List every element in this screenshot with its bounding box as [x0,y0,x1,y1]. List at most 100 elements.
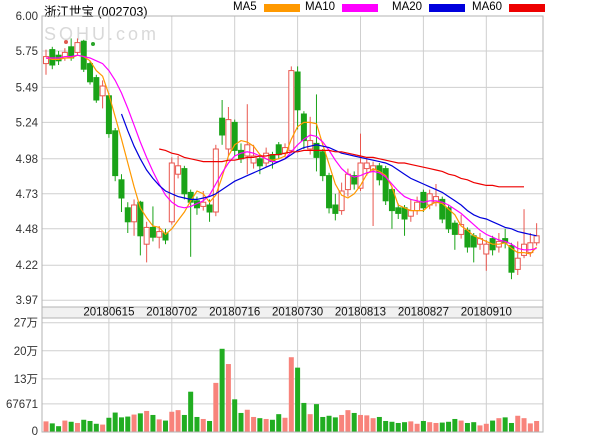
x-axis-label: 20180827 [398,307,449,319]
volume-bar [282,417,288,432]
volume-bar [370,418,376,432]
volume-axis-label: 67671 [6,399,38,411]
candles [43,38,540,280]
volume-bar [112,412,118,432]
candle-down [445,207,452,230]
candle-up [407,210,414,217]
volume-bar [169,411,175,432]
volume-bar [477,425,483,432]
candle-up [414,201,421,212]
volume-bar [62,420,68,432]
x-axis-label: 20180615 [83,307,134,319]
ma5-line [45,54,538,255]
volume-bar [427,422,433,432]
legend-label-ma60: MA60 [472,1,503,13]
volume-bar [276,414,282,432]
volume-bar [364,415,370,432]
volume-bar [263,418,269,432]
volume-bar [74,422,80,432]
y-axis-label: 4.98 [16,154,38,166]
legend-item-ma20: MA20 [392,1,466,15]
candle-down [149,226,156,238]
sohu-watermark: SOHU.com [44,24,160,46]
volume-bar [144,410,150,432]
volume-bar [389,421,395,432]
volume-bar [534,420,540,432]
candle-up [363,162,370,170]
volume-bar [269,419,275,432]
price-panel-border [41,15,544,308]
volume-bar [521,418,527,432]
volume-bar [326,415,332,432]
legend-label-ma10: MA10 [305,1,336,13]
candle-up [250,155,257,164]
legend-swatch-ma10 [342,4,379,12]
candle-down [206,204,213,213]
candle-down [382,168,389,202]
candle-down [162,232,169,241]
ma20-line [120,113,537,237]
candle-down [219,117,226,136]
volume-bar [194,416,200,432]
sohu-watermark-text: SOHU.com [44,24,160,44]
volume-bar [200,418,206,432]
legend-swatch-ma60 [509,4,546,12]
candle-up [43,56,49,65]
candle-up [74,42,81,53]
legend-item-ma60: MA60 [472,1,546,15]
candle-down [395,207,402,214]
volume-bar [137,413,143,432]
legend-item-ma5: MA5 [233,1,300,15]
volume-bar [483,423,489,432]
candle-up [131,204,138,223]
candle-down [401,207,408,220]
volume-bar [232,399,238,432]
x-axis-label: 20180910 [461,307,512,319]
y-axis-label: 6.00 [16,11,38,23]
candle-down [49,49,56,66]
volume-bar [439,422,445,432]
legend-swatch-ma20 [429,4,466,12]
candle-down [93,77,100,101]
volume-bar [358,414,363,432]
volume-bar [471,422,477,432]
candle-down [112,130,119,177]
legend-item-ma10: MA10 [305,1,379,15]
volume-panel-border [41,317,544,433]
ma60-line [159,148,524,188]
candle-up [244,144,251,157]
volume-bar [68,421,74,432]
candle-down [294,71,301,111]
x-axis-label: 20180730 [272,307,323,319]
volume-bar [490,420,496,432]
candle-down [464,229,471,248]
volume-bar [49,423,55,432]
x-axis-label: 20180716 [209,307,260,319]
volume-bar [213,382,219,432]
volume-bar [446,421,452,432]
candle-down [420,191,427,209]
volume-axis-label: 27万 [14,318,38,330]
sohu-logo-green-dot-icon [91,42,95,46]
volume-bar [288,357,294,432]
volume-bar [93,423,99,432]
volume-bar [414,423,420,432]
candle-up [527,242,534,254]
y-axis-label: 4.73 [16,189,38,201]
candle-down [181,168,188,195]
volume-bar [244,409,250,432]
volume-bar [502,417,508,432]
y-axis-label: 5.75 [16,46,38,58]
candle-down [256,158,263,167]
candle-down [326,175,333,209]
candle-down [351,175,358,185]
volume-bar [87,420,93,432]
volume-bar [383,420,389,432]
volume-bar [332,417,338,432]
candle-down [332,204,339,214]
volume-bar [81,419,87,432]
candle-down [300,113,307,142]
candle-down [87,63,94,83]
candle-down [118,179,125,199]
